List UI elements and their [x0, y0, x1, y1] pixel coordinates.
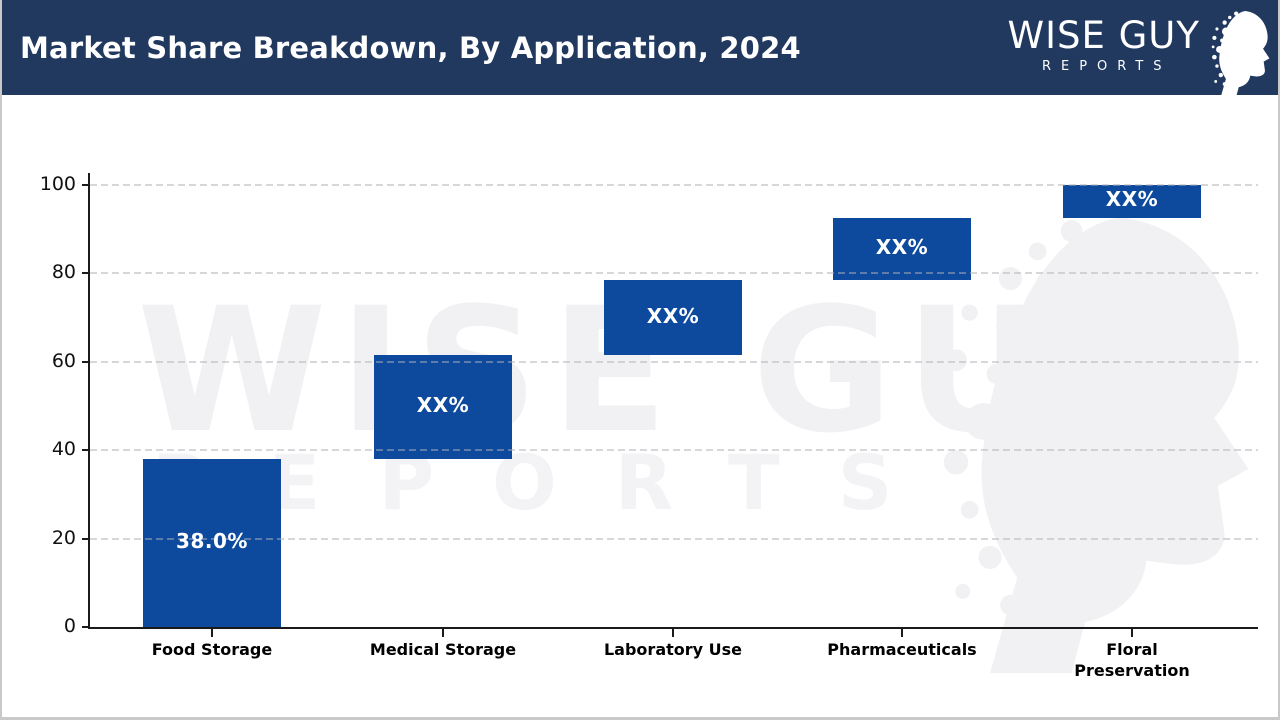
- gridline-60: [90, 360, 1258, 363]
- x-tick-label-food-storage: Food Storage: [151, 640, 273, 659]
- logo-subtext: REPORTS: [1041, 59, 1172, 74]
- x-tick-label-floral-preservation: Floral Preservation: [1074, 640, 1190, 680]
- x-tick-mark-floral-preservation: [1131, 629, 1133, 637]
- y-tick-label-40: 40: [51, 438, 76, 461]
- x-tick-label-laboratory-use: Laboratory Use: [603, 640, 743, 659]
- bar-medical-storage: [374, 355, 512, 459]
- bar-value-label-floral-preservation: XX%: [1105, 187, 1159, 212]
- y-tick-label-80: 80: [51, 261, 76, 284]
- logo-wordmark: WISE GUY: [1007, 14, 1200, 57]
- bar-food-storage: [143, 459, 281, 627]
- x-tick-mark-pharmaceuticals: [901, 629, 903, 637]
- logo-text: WISE GUY REPORTS: [1008, 14, 1200, 74]
- gridline-40: [90, 449, 1258, 452]
- y-tick-mark-20: [82, 537, 90, 540]
- header-bar: Market Share Breakdown, By Application, …: [2, 0, 1278, 97]
- x-tick-mark-laboratory-use: [672, 629, 674, 637]
- x-tick-label-medical-storage: Medical Storage: [369, 640, 517, 659]
- gridline-80: [90, 272, 1258, 275]
- bar-value-label-pharmaceuticals: XX%: [875, 235, 929, 259]
- y-tick-mark-40: [82, 449, 90, 452]
- y-tick-label-60: 60: [51, 349, 76, 372]
- x-axis-spine: [88, 627, 1258, 629]
- x-tick-mark-food-storage: [211, 629, 213, 637]
- y-tick-mark-80: [82, 272, 90, 275]
- wise-guy-reports-logo: WISE GUY REPORTS: [1008, 4, 1272, 97]
- logo-head-icon: [1211, 11, 1270, 97]
- x-tick-label-pharmaceuticals: Pharmaceuticals: [827, 640, 977, 659]
- chart-title: Market Share Breakdown, By Application, …: [20, 30, 801, 65]
- y-tick-mark-100: [82, 183, 90, 186]
- y-tick-mark-0: [82, 626, 90, 628]
- gridline-20: [90, 537, 1258, 540]
- y-axis-spine: [88, 173, 90, 629]
- bar-value-label-food-storage: 38.0%: [176, 529, 248, 553]
- bar-floral-preservation: [1063, 184, 1201, 219]
- bar-laboratory-use: [604, 279, 742, 356]
- y-tick-mark-60: [82, 360, 90, 363]
- bar-value-label-laboratory-use: XX%: [646, 303, 700, 328]
- y-tick-label-20: 20: [51, 526, 76, 549]
- x-tick-mark-medical-storage: [442, 629, 444, 637]
- bar-value-label-medical-storage: XX%: [416, 393, 470, 418]
- y-tick-label-100: 100: [39, 172, 76, 195]
- y-tick-label-0: 0: [63, 615, 76, 637]
- gridline-100: [90, 183, 1258, 186]
